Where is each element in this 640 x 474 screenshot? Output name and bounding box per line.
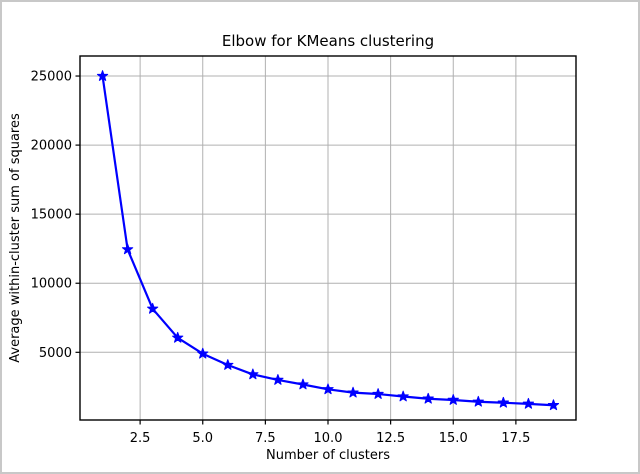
y-tick-label: 15000 xyxy=(31,208,72,223)
data-point-marker xyxy=(172,331,184,343)
series-layer xyxy=(96,70,560,411)
data-point-marker xyxy=(372,388,384,399)
data-point-marker xyxy=(397,390,409,402)
data-point-marker xyxy=(447,394,459,405)
y-tick-label: 25000 xyxy=(31,70,72,85)
x-tick-label: 12.5 xyxy=(376,431,405,446)
data-point-marker xyxy=(347,386,359,398)
x-tick-label: 10.0 xyxy=(314,431,343,446)
data-point-marker xyxy=(422,392,434,404)
x-tick-label: 5.0 xyxy=(192,431,213,446)
chart-title: Elbow for KMeans clustering xyxy=(222,32,434,50)
data-point-marker xyxy=(472,395,484,407)
data-point-marker xyxy=(497,396,509,408)
x-axis-label: Number of clusters xyxy=(266,448,390,463)
data-point-marker xyxy=(197,347,209,359)
data-point-marker xyxy=(222,359,234,370)
data-point-marker xyxy=(297,378,309,390)
grid-layer xyxy=(80,56,576,420)
x-tick-label: 2.5 xyxy=(130,431,151,446)
y-axis-label: Average within-cluster sum of squares xyxy=(8,113,23,363)
data-point-marker xyxy=(96,70,109,81)
ticks-layer: 2.5 5.0 7.5 10.0 12.5 15.0 17.5 5000 10000 15000 2… xyxy=(31,70,531,446)
x-tick-label: 7.5 xyxy=(255,431,276,446)
data-point-marker xyxy=(247,368,259,380)
data-point-marker xyxy=(272,374,284,385)
data-point-marker xyxy=(121,243,134,255)
y-tick-label: 20000 xyxy=(31,139,72,154)
x-tick-label: 15.0 xyxy=(439,431,468,446)
y-tick-label: 10000 xyxy=(31,277,72,292)
data-point-marker xyxy=(322,383,334,395)
x-tick-label: 17.5 xyxy=(501,431,530,446)
y-tick-label: 5000 xyxy=(39,346,72,361)
data-point-marker xyxy=(547,399,560,411)
data-point-marker xyxy=(147,302,159,314)
data-point-marker xyxy=(522,397,535,409)
